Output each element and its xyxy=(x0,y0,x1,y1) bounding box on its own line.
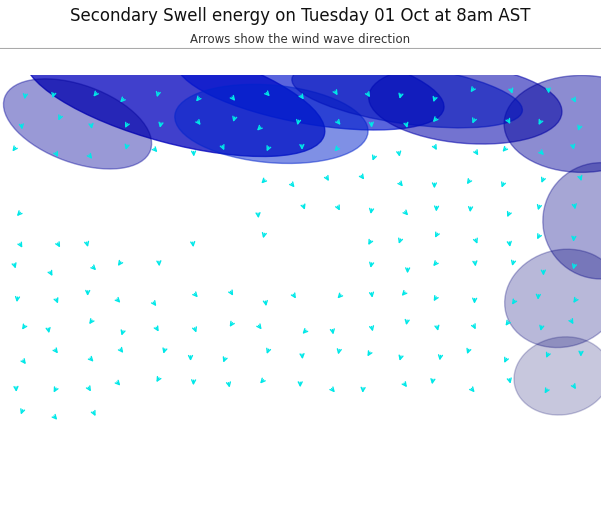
Ellipse shape xyxy=(24,34,325,157)
Ellipse shape xyxy=(292,63,522,129)
Text: Arrows show the wind wave direction: Arrows show the wind wave direction xyxy=(191,34,410,46)
Ellipse shape xyxy=(514,337,601,415)
Ellipse shape xyxy=(543,163,601,279)
Ellipse shape xyxy=(368,66,562,145)
Ellipse shape xyxy=(504,76,601,173)
Ellipse shape xyxy=(505,250,601,348)
Text: Secondary Swell energy on Tuesday 01 Oct at 8am AST: Secondary Swell energy on Tuesday 01 Oct… xyxy=(70,8,531,25)
Ellipse shape xyxy=(4,80,151,169)
Ellipse shape xyxy=(176,41,444,131)
Ellipse shape xyxy=(175,85,368,164)
